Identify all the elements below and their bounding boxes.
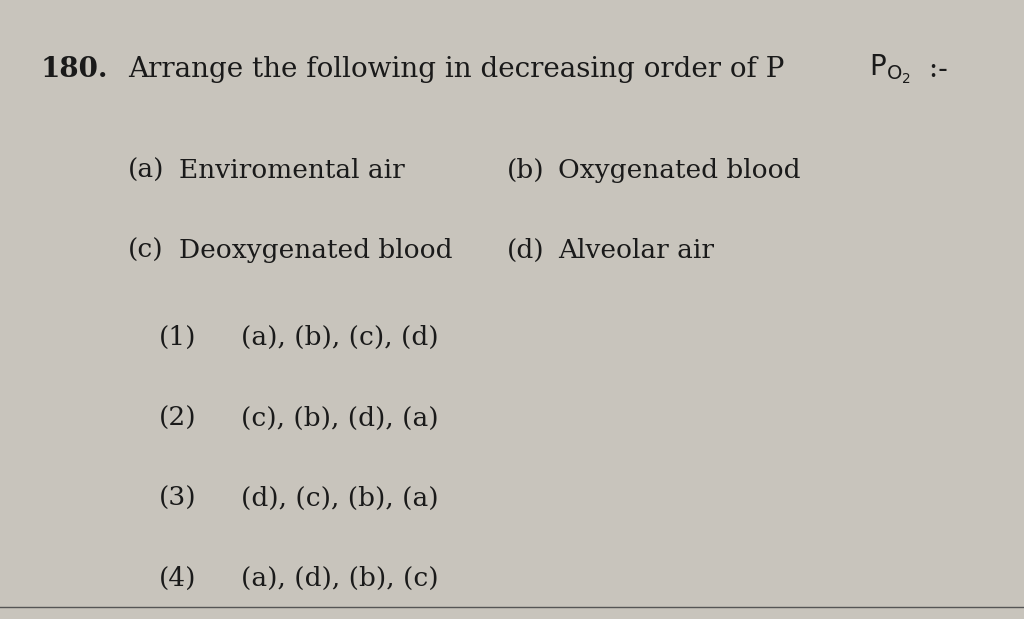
Text: (3): (3) [159, 486, 197, 511]
Text: 180.: 180. [41, 56, 109, 83]
Text: Alveolar air: Alveolar air [558, 238, 714, 263]
Text: (b): (b) [507, 158, 545, 183]
Text: (c), (b), (d), (a): (c), (b), (d), (a) [241, 405, 438, 430]
Text: $\mathrm{P_{O_2}}$: $\mathrm{P_{O_2}}$ [869, 53, 911, 86]
Text: (a), (d), (b), (c): (a), (d), (b), (c) [241, 566, 438, 591]
Text: (4): (4) [159, 566, 197, 591]
Text: Arrange the following in decreasing order of P: Arrange the following in decreasing orde… [128, 56, 784, 83]
Text: (2): (2) [159, 405, 197, 430]
Text: Enviromental air: Enviromental air [179, 158, 404, 183]
Text: (d): (d) [507, 238, 545, 263]
Text: Deoxygenated blood: Deoxygenated blood [179, 238, 453, 263]
Text: (1): (1) [159, 325, 197, 350]
Text: (d), (c), (b), (a): (d), (c), (b), (a) [241, 486, 438, 511]
Text: (c): (c) [128, 238, 164, 263]
Text: Oxygenated blood: Oxygenated blood [558, 158, 801, 183]
Text: (a), (b), (c), (d): (a), (b), (c), (d) [241, 325, 438, 350]
Text: (a): (a) [128, 158, 165, 183]
Text: :-: :- [920, 56, 947, 83]
